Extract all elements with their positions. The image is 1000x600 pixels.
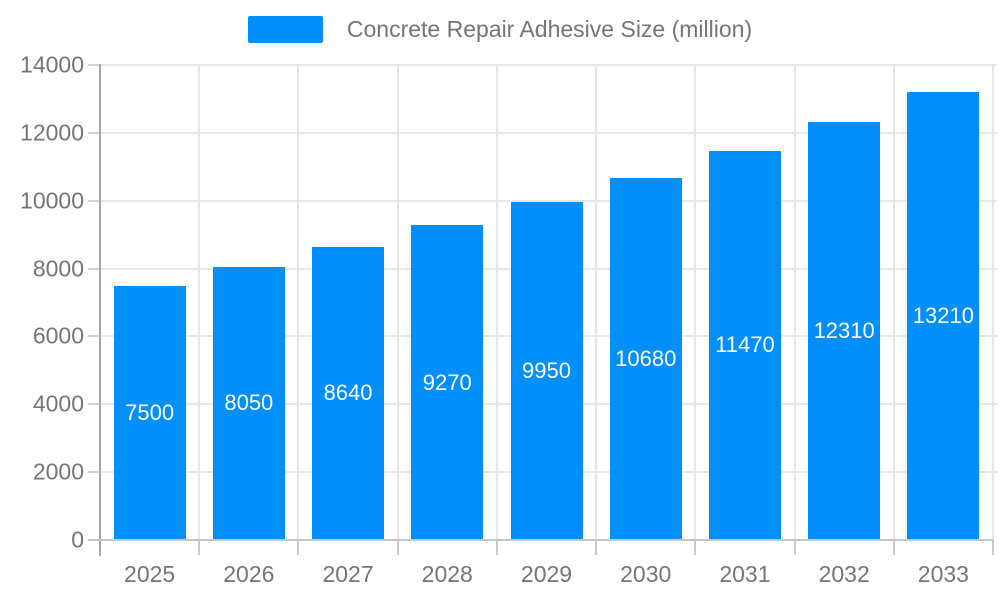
gridline-vertical	[198, 65, 201, 540]
gridline-horizontal	[100, 131, 997, 134]
x-axis-tick	[198, 540, 201, 555]
y-axis-label: 14000	[20, 51, 84, 78]
x-axis-label: 2027	[322, 561, 374, 587]
bar[interactable]	[212, 266, 285, 539]
y-axis-label: 2000	[32, 458, 84, 485]
y-axis-label: 8000	[32, 255, 84, 282]
y-axis-label: 12000	[20, 119, 84, 146]
x-axis-label: 2028	[421, 561, 473, 587]
bar[interactable]	[907, 91, 980, 539]
x-axis-tick	[297, 540, 300, 555]
gridline-vertical	[595, 65, 598, 540]
y-axis-tick	[88, 471, 100, 474]
bar-value-label: 8050	[224, 390, 274, 416]
bar-value-label: 11470	[715, 332, 775, 358]
x-axis-label: 2032	[818, 561, 870, 587]
y-axis-label: 10000	[20, 187, 84, 214]
bar-value-label: 12310	[813, 318, 875, 344]
gridline-vertical	[992, 65, 994, 540]
x-axis-label: 2031	[719, 561, 771, 587]
legend: Concrete Repair Adhesive Size (million)	[0, 16, 1000, 43]
x-axis-tick	[892, 540, 895, 555]
y-axis-label: 6000	[32, 322, 84, 349]
bar-value-label: 13210	[912, 302, 974, 328]
x-axis-tick	[495, 540, 498, 555]
x-axis-tick	[793, 540, 796, 555]
gridline-horizontal	[100, 199, 997, 202]
bar-value-label: 7500	[125, 399, 175, 425]
bar[interactable]	[411, 225, 484, 539]
bar[interactable]	[510, 202, 583, 539]
legend-item[interactable]: Concrete Repair Adhesive Size (million)	[247, 16, 753, 43]
bar-value-label: 8640	[323, 380, 373, 406]
y-axis-line	[99, 64, 101, 556]
legend-swatch-icon	[247, 16, 323, 43]
bar-value-label: 9950	[522, 358, 571, 384]
y-axis-label: 4000	[32, 390, 84, 417]
gridline-vertical	[694, 65, 697, 540]
gridline-vertical	[892, 65, 895, 540]
legend-label: Concrete Repair Adhesive Size (million)	[346, 16, 753, 42]
gridline-vertical	[297, 65, 300, 540]
bar[interactable]	[312, 246, 385, 539]
x-axis-label: 2033	[917, 561, 969, 587]
bar[interactable]	[808, 122, 881, 539]
y-axis-tick	[88, 403, 100, 406]
y-axis-tick	[88, 267, 100, 270]
y-axis-tick	[88, 335, 100, 338]
bar[interactable]	[609, 177, 682, 539]
gridline-horizontal	[100, 64, 997, 66]
x-axis-label: 2029	[520, 561, 573, 587]
gridline-vertical	[793, 65, 796, 540]
x-axis-tick	[595, 540, 598, 555]
gridline-vertical	[396, 65, 399, 540]
y-axis-tick	[88, 131, 100, 134]
gridline-vertical	[495, 65, 498, 540]
x-axis-tick	[992, 540, 994, 555]
x-axis-label: 2026	[223, 561, 275, 587]
x-axis-line	[88, 539, 993, 541]
x-axis-tick	[694, 540, 697, 555]
x-axis-tick	[396, 540, 399, 555]
bar-value-label: 10680	[615, 345, 677, 371]
y-axis-tick	[88, 199, 100, 202]
bar[interactable]	[708, 150, 781, 539]
bar-value-label: 9270	[422, 369, 472, 395]
bar[interactable]	[113, 285, 186, 539]
x-axis-label: 2030	[620, 561, 672, 587]
y-axis-tick	[88, 64, 100, 66]
y-axis-label: 0	[71, 526, 84, 553]
x-axis-label: 2025	[124, 561, 176, 587]
